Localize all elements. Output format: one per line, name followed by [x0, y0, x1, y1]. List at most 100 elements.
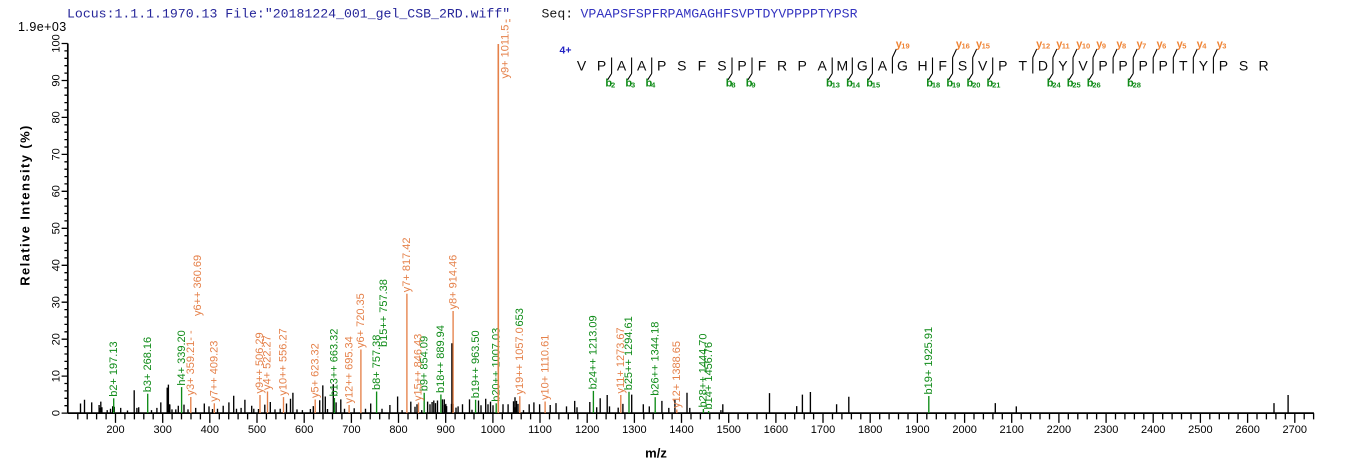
svg-text:y: y [1217, 39, 1224, 51]
svg-text:y: y [976, 39, 983, 51]
svg-text:y5+ 623.32: y5+ 623.32 [309, 343, 321, 398]
svg-text:1000: 1000 [481, 424, 505, 436]
svg-text:26: 26 [1092, 80, 1100, 89]
svg-text:25: 25 [1072, 80, 1080, 89]
svg-text:4: 4 [651, 80, 656, 89]
svg-text:M: M [836, 58, 848, 74]
svg-text:100: 100 [51, 34, 63, 52]
svg-text:1200: 1200 [575, 424, 599, 436]
svg-text:F: F [758, 58, 767, 74]
svg-text:900: 900 [437, 424, 455, 436]
svg-text:b2+ 197.13: b2+ 197.13 [108, 341, 120, 396]
svg-text:10: 10 [51, 370, 63, 382]
svg-text:1400: 1400 [669, 424, 693, 436]
svg-text:19: 19 [952, 80, 960, 89]
svg-text:b: b [726, 77, 733, 89]
svg-text:y3+ 359.21- -: y3+ 359.21- - [185, 330, 197, 395]
svg-text:300: 300 [154, 424, 172, 436]
svg-text:y: y [956, 39, 963, 51]
svg-text:8: 8 [731, 80, 735, 89]
svg-text:9: 9 [751, 80, 755, 89]
svg-text:7: 7 [1142, 42, 1146, 51]
svg-text:2200: 2200 [1047, 424, 1071, 436]
svg-text:Y: Y [1199, 58, 1209, 74]
svg-text:G: G [897, 58, 908, 74]
svg-text:14: 14 [852, 80, 861, 89]
svg-text:b8+ 757.38: b8+ 757.38 [371, 335, 383, 390]
svg-text:6: 6 [1162, 42, 1166, 51]
svg-text:y: y [1177, 39, 1184, 51]
svg-text:b: b [1047, 77, 1054, 89]
svg-text:13: 13 [832, 80, 840, 89]
svg-text:b: b [826, 77, 833, 89]
svg-text:y7++ 409.23: y7++ 409.23 [209, 341, 221, 402]
svg-text:90: 90 [51, 74, 63, 86]
svg-text:V: V [978, 58, 988, 74]
svg-text:400: 400 [201, 424, 219, 436]
svg-text:y12++ 695.34: y12++ 695.34 [343, 336, 355, 403]
svg-text:4+: 4+ [560, 45, 572, 57]
svg-text:b: b [926, 77, 933, 89]
svg-text:P: P [1118, 58, 1127, 74]
svg-text:21: 21 [992, 80, 1000, 89]
svg-text:b: b [866, 77, 873, 89]
svg-text:10: 10 [1082, 42, 1090, 51]
svg-text:P: P [597, 58, 606, 74]
svg-text:8: 8 [1122, 42, 1126, 51]
svg-text:2400: 2400 [1141, 424, 1165, 436]
svg-text:2700: 2700 [1283, 424, 1307, 436]
svg-text:VPAAPSFSPFRPAMGAGHFSVPTDYVPPPP: VPAAPSFSPFRPAMGAGHFSVPTDYVPPPPTYPSR [581, 7, 858, 22]
svg-text:3: 3 [1222, 42, 1226, 51]
svg-text:P: P [1159, 58, 1168, 74]
svg-text:y6++ 360.69: y6++ 360.69 [192, 255, 204, 316]
svg-text:y: y [1076, 39, 1083, 51]
svg-text:b: b [967, 77, 974, 89]
svg-text:1500: 1500 [716, 424, 740, 436]
svg-text:y: y [1137, 39, 1144, 51]
svg-text:R: R [1258, 58, 1268, 74]
svg-text:y7+ 817.42: y7+ 817.42 [401, 237, 413, 292]
svg-text:y: y [896, 39, 903, 51]
svg-text:b: b [605, 77, 612, 89]
svg-text:y15++ 846.43: y15++ 846.43 [413, 334, 425, 401]
svg-text:b: b [646, 77, 653, 89]
svg-text:y: y [1116, 39, 1123, 51]
svg-text:V: V [1078, 58, 1088, 74]
svg-text:b14+ 1456.76: b14+ 1456.76 [703, 342, 715, 410]
svg-text:653: 653 [514, 308, 526, 326]
svg-text:b3+ 268.16: b3+ 268.16 [142, 337, 154, 392]
svg-text:1900: 1900 [905, 424, 929, 436]
svg-text:y19++ 1057.0: y19++ 1057.0 [514, 327, 526, 394]
svg-text:b13++ 663.32: b13++ 663.32 [329, 329, 341, 397]
svg-text:P: P [737, 58, 746, 74]
svg-text:20: 20 [51, 333, 63, 345]
svg-text:2: 2 [611, 80, 615, 89]
svg-text:b19++ 963.50: b19++ 963.50 [470, 330, 482, 398]
svg-text:P: P [657, 58, 666, 74]
svg-text:b15++ 757.38: b15++ 757.38 [378, 279, 390, 347]
svg-text:24: 24 [1052, 80, 1061, 89]
svg-text:b: b [946, 77, 953, 89]
svg-text:V: V [577, 58, 587, 74]
svg-text:A: A [617, 58, 627, 74]
svg-text:0: 0 [51, 410, 63, 416]
svg-text:11: 11 [1062, 42, 1070, 51]
svg-text:b: b [746, 77, 753, 89]
svg-text:40: 40 [51, 259, 63, 271]
svg-text:1300: 1300 [622, 424, 646, 436]
svg-text:b9+ 854.09: b9+ 854.09 [418, 336, 430, 391]
svg-text:20: 20 [972, 80, 980, 89]
svg-text:5: 5 [1182, 42, 1186, 51]
svg-text:P: P [998, 58, 1007, 74]
svg-text:H: H [917, 58, 927, 74]
svg-text:G: G [857, 58, 868, 74]
svg-text:b28++ 1444.70: b28++ 1444.70 [698, 333, 710, 407]
svg-text:F: F [698, 58, 707, 74]
svg-text:b: b [846, 77, 853, 89]
svg-text:y: y [1036, 39, 1043, 51]
svg-text:A: A [818, 58, 828, 74]
svg-text:19: 19 [901, 42, 909, 51]
svg-text:y: y [1197, 39, 1204, 51]
svg-text:3: 3 [631, 80, 635, 89]
svg-text:12: 12 [1042, 42, 1050, 51]
